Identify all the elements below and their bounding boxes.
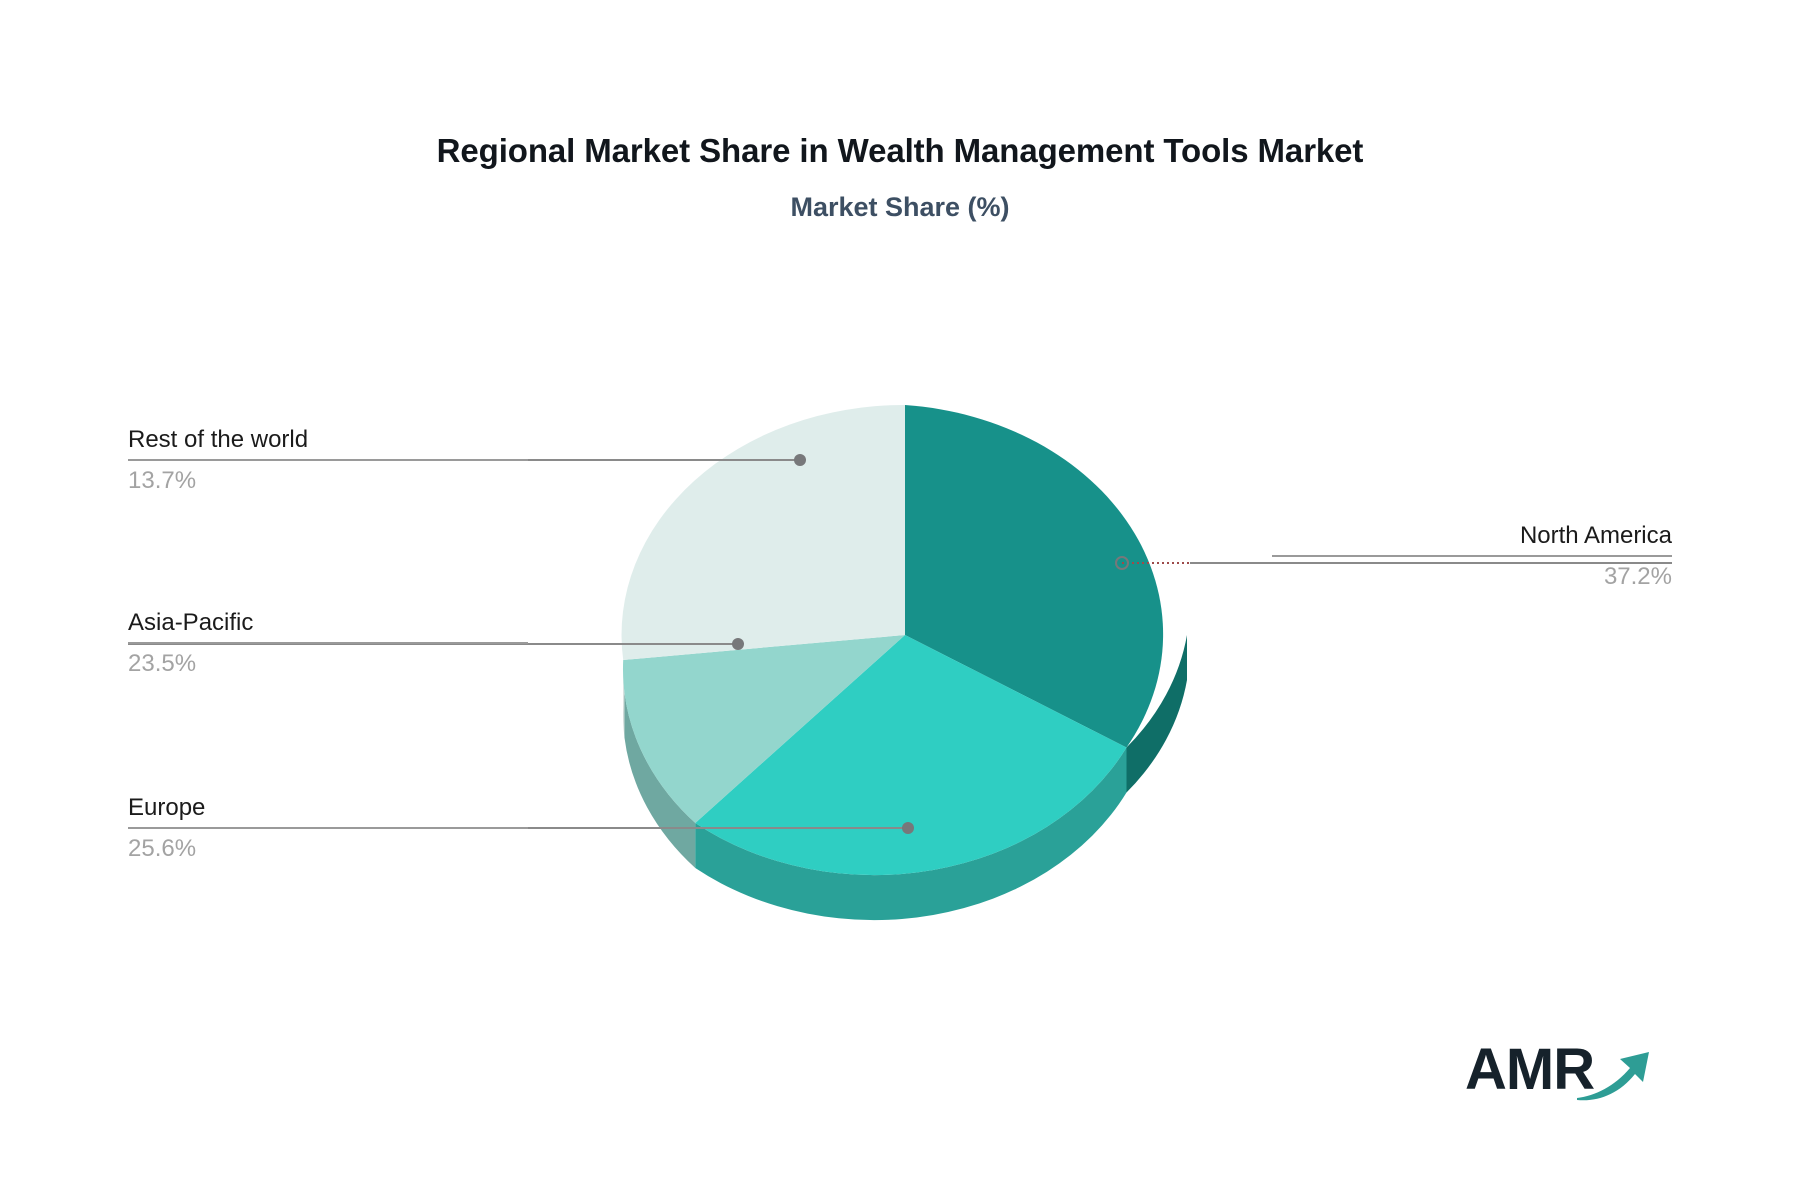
callout-value-north-america: 37.2% <box>1603 563 1672 590</box>
callout-north-america: North America 37.2% <box>1272 521 1672 592</box>
callout-value-rest-of-the-world: 13.7% <box>128 467 197 494</box>
callout-label-north-america: North America <box>1519 522 1672 549</box>
callout-divider <box>128 459 528 461</box>
slice-asia-pacific[interactable] <box>622 635 905 823</box>
callout-label-europe: Europe <box>128 794 206 821</box>
callout-value-europe: 25.6% <box>128 835 197 862</box>
callout-label-rest-of-the-world: Rest of the world <box>128 426 309 453</box>
callout-value-asia-pacific: 23.5% <box>128 650 197 677</box>
amr-logo-text: AMR <box>1465 1037 1595 1102</box>
chart-subtitle: Market Share (%) <box>790 192 1010 222</box>
leader-dot-europe <box>902 822 914 834</box>
slice-side-asia-pacific <box>624 692 696 868</box>
slice-side-europe <box>695 747 1127 921</box>
slice-rest-of-world[interactable] <box>621 404 905 660</box>
callout-rest-of-the-world: Rest of the world 13.7% <box>128 425 528 496</box>
amr-logo: AMR <box>1465 1030 1655 1110</box>
page-title: Regional Market Share in Wealth Manageme… <box>436 132 1364 169</box>
leader-dot-asia-pacific <box>732 638 744 650</box>
leader-dot-rest-of-world <box>794 454 806 466</box>
slice-side-north-america <box>1126 635 1187 793</box>
pie-top-face <box>621 404 1164 876</box>
leader-dot-north-america <box>1115 556 1129 570</box>
slice-side-rest-of-world <box>622 660 625 738</box>
callout-asia-pacific: Asia-Pacific 23.5% <box>128 608 528 679</box>
callout-divider <box>128 827 528 829</box>
slice-europe[interactable] <box>695 635 1127 876</box>
slice-north-america[interactable] <box>905 405 1164 748</box>
callout-label-asia-pacific: Asia-Pacific <box>128 609 254 636</box>
callout-divider <box>1272 555 1672 557</box>
callout-divider <box>128 642 528 644</box>
pie-3d-sides <box>622 635 1187 921</box>
callout-europe: Europe 25.6% <box>128 793 528 864</box>
growth-arrow-icon <box>1577 1052 1649 1101</box>
